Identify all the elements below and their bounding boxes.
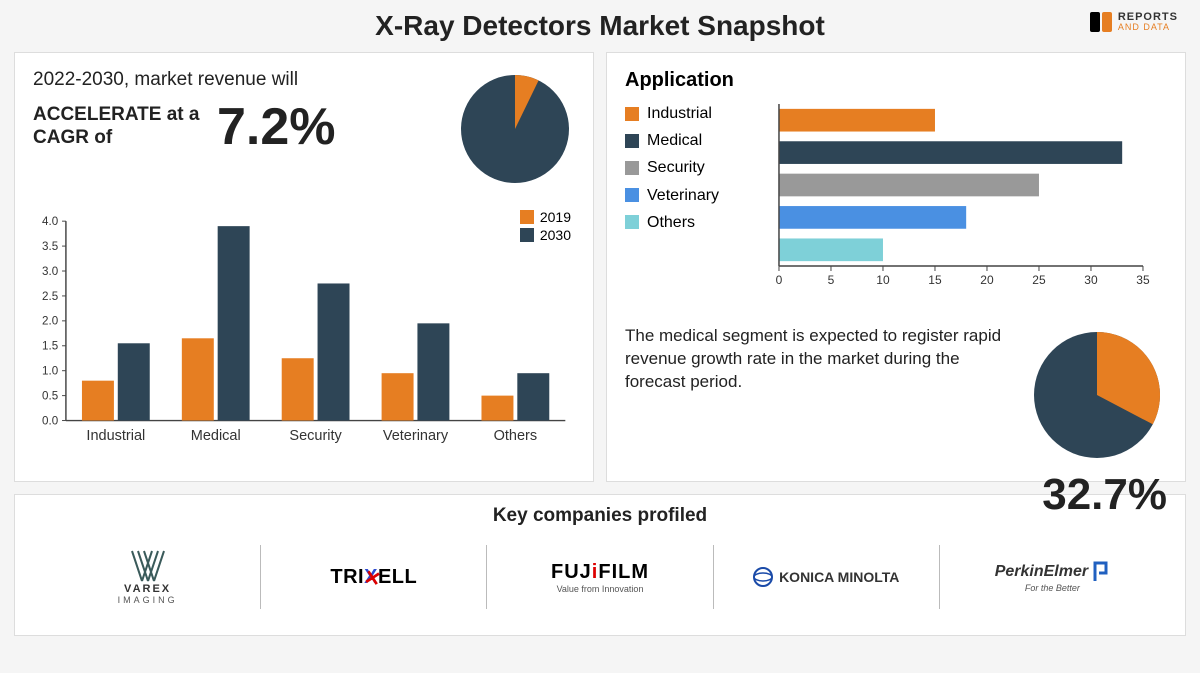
company-logo: KONICA MINOLTA <box>713 545 939 609</box>
svg-text:Medical: Medical <box>191 428 241 444</box>
company-logo: TRIX✕ELL <box>260 545 486 609</box>
svg-text:1.5: 1.5 <box>42 340 58 353</box>
segment-pie-chart <box>1027 325 1167 470</box>
brand-icon <box>1090 12 1112 32</box>
application-legend-item: Others <box>625 209 719 236</box>
svg-text:Veterinary: Veterinary <box>383 428 449 444</box>
company-logo: FUJiFILMValue from Innovation <box>486 545 712 609</box>
svg-text:0: 0 <box>776 273 783 287</box>
revenue-text-block: 2022-2030, market revenue will ACCELERAT… <box>33 69 455 157</box>
legend-swatch <box>625 215 639 229</box>
application-hbar-chart: 0 5 10 15 20 25 30 35 <box>759 100 1167 295</box>
left-top-row: 2022-2030, market revenue will ACCELERAT… <box>33 69 575 194</box>
application-legend-item: Veterinary <box>625 182 719 209</box>
segment-percent: 32.7% <box>1042 470 1167 520</box>
company-logo: PerkinElmerFor the Better <box>939 545 1165 609</box>
segment-row: The medical segment is expected to regis… <box>625 325 1167 520</box>
application-legend-item: Security <box>625 154 719 181</box>
right-panel: Application IndustrialMedicalSecurityVet… <box>606 52 1186 482</box>
brand-line2: AND DATA <box>1118 23 1178 32</box>
svg-text:20: 20 <box>980 273 994 287</box>
svg-text:35: 35 <box>1136 273 1150 287</box>
legend-swatch <box>625 107 639 121</box>
left-panel: 2022-2030, market revenue will ACCELERAT… <box>14 52 594 482</box>
svg-text:25: 25 <box>1032 273 1046 287</box>
application-header: Application <box>625 69 1167 92</box>
legend-swatch <box>625 188 639 202</box>
svg-text:5: 5 <box>828 273 835 287</box>
svg-text:1.0: 1.0 <box>42 365 58 378</box>
svg-text:4.0: 4.0 <box>42 215 58 228</box>
cagr-pie-chart <box>455 69 575 194</box>
legend-swatch <box>625 161 639 175</box>
legend-swatch <box>625 134 639 148</box>
company-logo: VAREXIMAGING <box>35 541 260 613</box>
legend-label: Industrial <box>647 100 712 127</box>
brand-text: REPORTS AND DATA <box>1118 12 1178 32</box>
svg-text:0.0: 0.0 <box>42 414 58 427</box>
svg-text:3.5: 3.5 <box>42 240 58 253</box>
svg-text:30: 30 <box>1084 273 1098 287</box>
svg-text:15: 15 <box>928 273 942 287</box>
segment-description: The medical segment is expected to regis… <box>625 325 1009 394</box>
svg-text:2.5: 2.5 <box>42 290 58 303</box>
grouped-bar-chart: 0.0 0.5 1.0 1.5 2.0 2.5 3.0 3.5 4.0 Industrial Med… <box>33 198 575 465</box>
application-row: IndustrialMedicalSecurityVeterinaryOther… <box>625 100 1167 295</box>
svg-text:Security: Security <box>289 428 342 444</box>
accelerate-label: ACCELERATE at a CAGR of <box>33 104 203 150</box>
legend-label: Others <box>647 209 695 236</box>
svg-text:0.5: 0.5 <box>42 389 58 402</box>
svg-text:2.0: 2.0 <box>42 315 58 328</box>
svg-text:3.0: 3.0 <box>42 265 58 278</box>
cagr-value: 7.2% <box>217 97 336 157</box>
legend-label: Security <box>647 154 705 181</box>
svg-text:Others: Others <box>494 428 538 444</box>
revenue-period-text: 2022-2030, market revenue will <box>33 69 455 91</box>
application-legend-item: Industrial <box>625 100 719 127</box>
svg-text:Industrial: Industrial <box>86 428 145 444</box>
application-legend-item: Medical <box>625 127 719 154</box>
panels-container: 2022-2030, market revenue will ACCELERAT… <box>14 52 1186 482</box>
application-legend: IndustrialMedicalSecurityVeterinaryOther… <box>625 100 719 295</box>
legend-label: Veterinary <box>647 182 719 209</box>
page-title: X-Ray Detectors Market Snapshot <box>14 10 1186 42</box>
legend-label: Medical <box>647 127 702 154</box>
company-logo-row: VAREXIMAGINGTRIX✕ELLFUJiFILMValue from I… <box>35 541 1165 613</box>
svg-text:10: 10 <box>876 273 890 287</box>
snapshot-root: REPORTS AND DATA X-Ray Detectors Market … <box>0 0 1200 673</box>
brand-logo: REPORTS AND DATA <box>1090 12 1178 32</box>
